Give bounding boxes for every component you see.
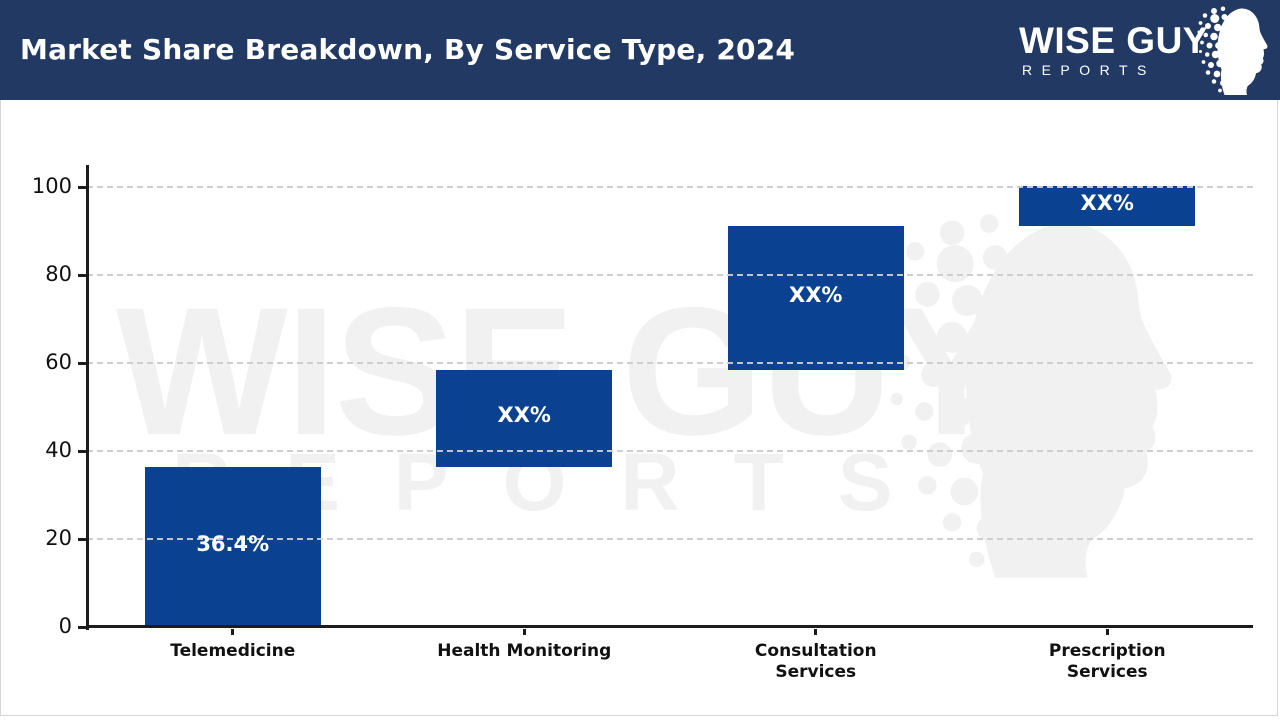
y-tick-60 xyxy=(78,361,87,365)
y-tick-20 xyxy=(78,537,87,541)
y-tick-label-60: 60 xyxy=(45,350,72,374)
bar-value-label-consultation: XX% xyxy=(789,282,843,307)
bar-consultation xyxy=(727,225,904,371)
header: Market Share Breakdown, By Service Type,… xyxy=(0,0,1280,100)
x-tick-consultation xyxy=(814,629,818,635)
page-title: Market Share Breakdown, By Service Type,… xyxy=(20,33,796,66)
brand-logo: WISE GUY REPORTS xyxy=(1019,4,1272,96)
y-axis-line xyxy=(86,165,89,630)
x-tick-prescription xyxy=(1105,629,1109,635)
y-tick-0 xyxy=(78,625,87,629)
bar-telemedicine xyxy=(144,466,321,627)
bar-value-label-telemedicine: 36.4% xyxy=(196,531,270,556)
y-tick-40 xyxy=(78,449,87,453)
gridline-60 xyxy=(87,362,1253,364)
x-category-label-prescription: Prescription Services xyxy=(1048,641,1166,682)
bar-value-label-prescription: XX% xyxy=(1080,190,1134,215)
x-category-label-consultation: Consultation Services xyxy=(754,641,877,682)
y-tick-label-100: 100 xyxy=(31,174,72,198)
bar-value-label-health-monitoring: XX% xyxy=(497,403,551,428)
y-tick-label-80: 80 xyxy=(45,262,72,286)
x-tick-telemedicine xyxy=(231,629,235,635)
gridline-80 xyxy=(87,274,1253,276)
y-tick-80 xyxy=(78,273,87,277)
brand-logo-text: WISE GUY REPORTS xyxy=(1018,19,1208,79)
y-tick-100 xyxy=(78,185,87,189)
x-tick-health-monitoring xyxy=(522,629,526,635)
y-tick-label-0: 0 xyxy=(58,614,72,638)
x-category-label-health-monitoring: Health Monitoring xyxy=(437,641,612,661)
brand-face-icon xyxy=(1197,6,1268,95)
x-category-label-telemedicine: Telemedicine xyxy=(170,641,296,661)
gridline-20 xyxy=(87,538,1253,540)
brand-subtitle: REPORTS xyxy=(1021,62,1156,79)
gridline-100 xyxy=(87,186,1253,188)
gridline-40 xyxy=(87,450,1253,452)
y-tick-label-20: 20 xyxy=(45,526,72,550)
x-axis-line xyxy=(86,625,1253,628)
y-tick-label-40: 40 xyxy=(45,438,72,462)
brand-name: WISE GUY xyxy=(1018,19,1208,61)
